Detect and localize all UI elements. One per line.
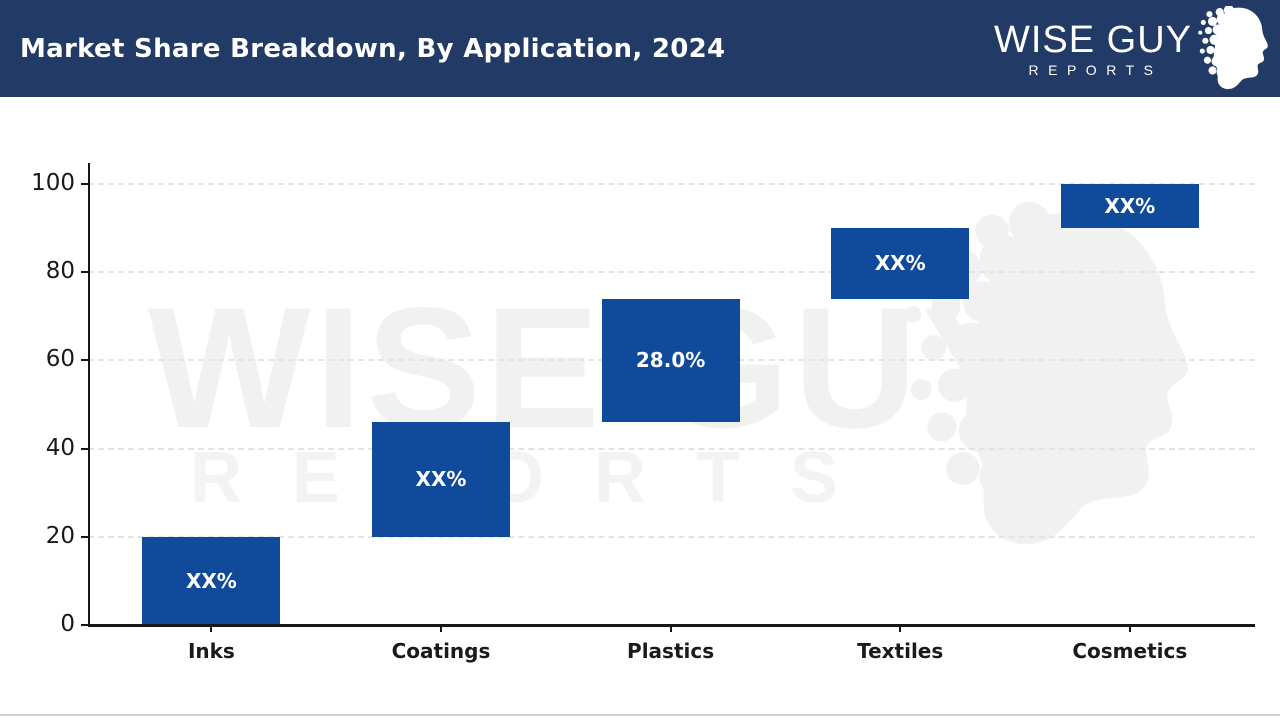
logo-wordmark-line1: WISE GUY bbox=[993, 18, 1192, 61]
y-axis bbox=[88, 163, 90, 625]
y-tick-label: 80 bbox=[45, 258, 75, 285]
watermark-wordmark-line2: REPORTS bbox=[190, 438, 889, 518]
x-tickmark bbox=[669, 625, 672, 632]
y-tick-label: 20 bbox=[45, 522, 75, 549]
gridline bbox=[88, 447, 1255, 450]
x-tickmark bbox=[440, 625, 442, 632]
x-category-label: Coatings bbox=[391, 639, 491, 663]
bar: XX% bbox=[831, 228, 970, 299]
x-tickmark bbox=[1128, 625, 1131, 632]
bar: 28.0% bbox=[601, 298, 740, 423]
logo-wordmark: WISE GUY REPORTS bbox=[994, 21, 1192, 77]
x-tickmark bbox=[210, 625, 213, 632]
gridline bbox=[88, 183, 1255, 185]
brand-logo: WISE GUY REPORTS bbox=[994, 5, 1270, 92]
watermark-wordmark-line1: WISE GUY bbox=[148, 272, 1041, 464]
x-category-label: Plastics bbox=[627, 639, 715, 663]
footer-divider bbox=[0, 714, 1280, 716]
y-tickmark bbox=[81, 183, 88, 185]
bar: XX% bbox=[372, 422, 510, 537]
logo-wordmark-line2: REPORTS bbox=[1028, 61, 1163, 78]
y-tickmark bbox=[81, 359, 88, 362]
bar-value-label: XX% bbox=[1104, 194, 1156, 219]
y-tickmark bbox=[81, 271, 88, 274]
y-tickmark bbox=[81, 624, 88, 626]
gridline bbox=[88, 535, 1255, 538]
header-bar: Market Share Breakdown, By Application, … bbox=[0, 0, 1280, 97]
y-tick-label: 60 bbox=[45, 346, 75, 373]
x-category-label: Inks bbox=[187, 639, 235, 663]
bar-value-label: 28.0% bbox=[635, 348, 706, 373]
bar-value-label: XX% bbox=[874, 251, 926, 276]
y-tick-label: 40 bbox=[45, 434, 75, 461]
bar: XX% bbox=[1060, 184, 1199, 229]
y-tick-label: 0 bbox=[60, 611, 75, 637]
bar: XX% bbox=[142, 536, 281, 625]
y-tickmark bbox=[81, 447, 88, 450]
watermark-face-icon bbox=[904, 201, 1188, 545]
bar-value-label: XX% bbox=[185, 568, 237, 593]
x-category-label: Textiles bbox=[857, 639, 944, 663]
x-tickmark bbox=[899, 625, 902, 632]
page-title: Market Share Breakdown, By Application, … bbox=[20, 33, 726, 64]
logo-face-icon bbox=[1198, 5, 1268, 89]
gridline bbox=[88, 271, 1255, 274]
y-tickmark bbox=[81, 535, 88, 538]
x-category-label: Cosmetics bbox=[1072, 639, 1188, 663]
y-tick-label: 100 bbox=[31, 170, 75, 196]
bar-value-label: XX% bbox=[415, 467, 467, 492]
